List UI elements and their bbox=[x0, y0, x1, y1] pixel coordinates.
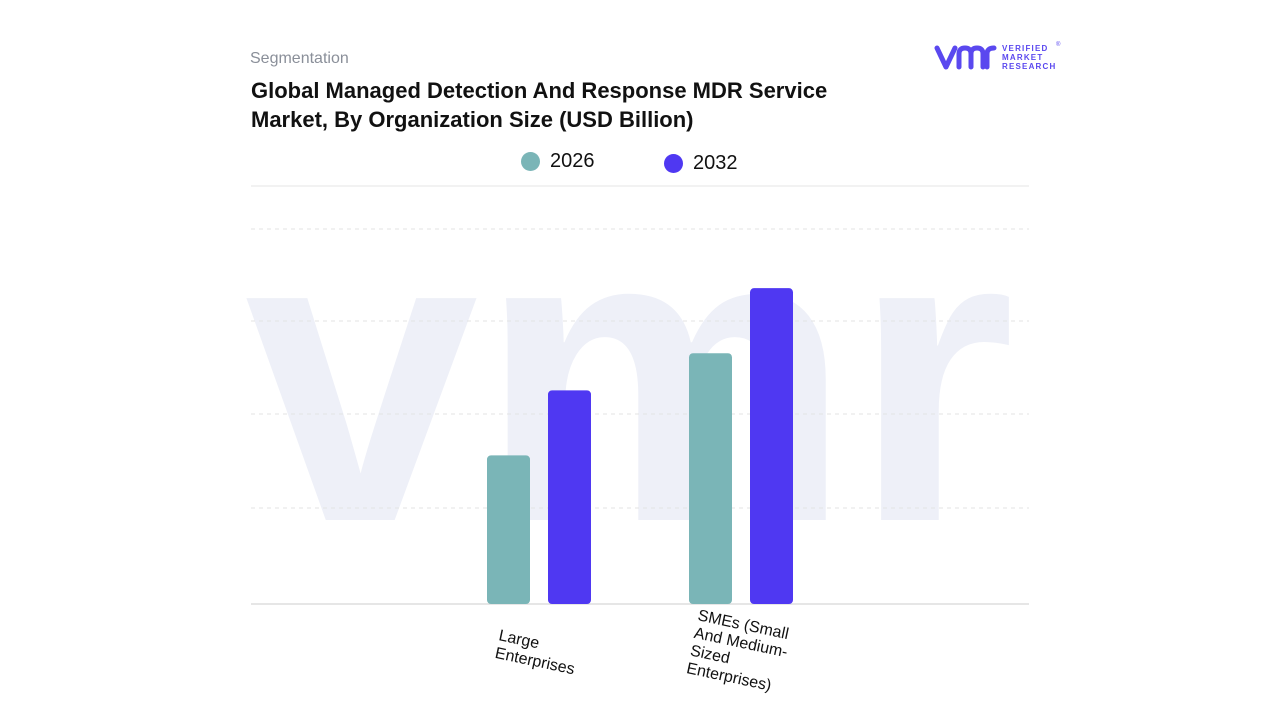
legend-label: 2026 bbox=[550, 150, 595, 172]
bar-2032-1 bbox=[548, 390, 591, 604]
vmr-logo-icon bbox=[934, 45, 997, 70]
bar-2026-1 bbox=[487, 455, 530, 604]
chart-subtitle: Segmentation bbox=[250, 50, 349, 67]
logo-wordmark: VERIFIED MARKET RESEARCH bbox=[1002, 44, 1057, 71]
registered-mark: ® bbox=[1056, 42, 1061, 48]
x-tick-label: LargeEnterprises bbox=[493, 627, 579, 678]
logo-line: RESEARCH bbox=[1002, 61, 1057, 71]
x-tick-label-line: Enterprises) bbox=[685, 660, 773, 695]
x-tick-label: SMEs (SmallAnd Medium-SizedEnterprises) bbox=[685, 607, 793, 696]
brand-logo: VERIFIED MARKET RESEARCH ® bbox=[934, 42, 1064, 76]
legend-label: 2032 bbox=[693, 152, 738, 174]
legend-item-2032: 2032 bbox=[664, 152, 738, 175]
watermark-text: vmr bbox=[245, 141, 1015, 610]
legend-swatch bbox=[521, 152, 540, 171]
bar-2026-2 bbox=[689, 353, 732, 604]
bar-2032-2 bbox=[750, 288, 793, 604]
logo-line: MARKET bbox=[1002, 52, 1044, 62]
legend-swatch bbox=[664, 154, 683, 173]
chart-title: Global Managed Detection And Response MD… bbox=[251, 78, 828, 132]
legend-item-2026: 2026 bbox=[521, 150, 595, 173]
legend: 2026 2032 bbox=[0, 150, 1280, 180]
logo-line: VERIFIED bbox=[1002, 44, 1049, 53]
